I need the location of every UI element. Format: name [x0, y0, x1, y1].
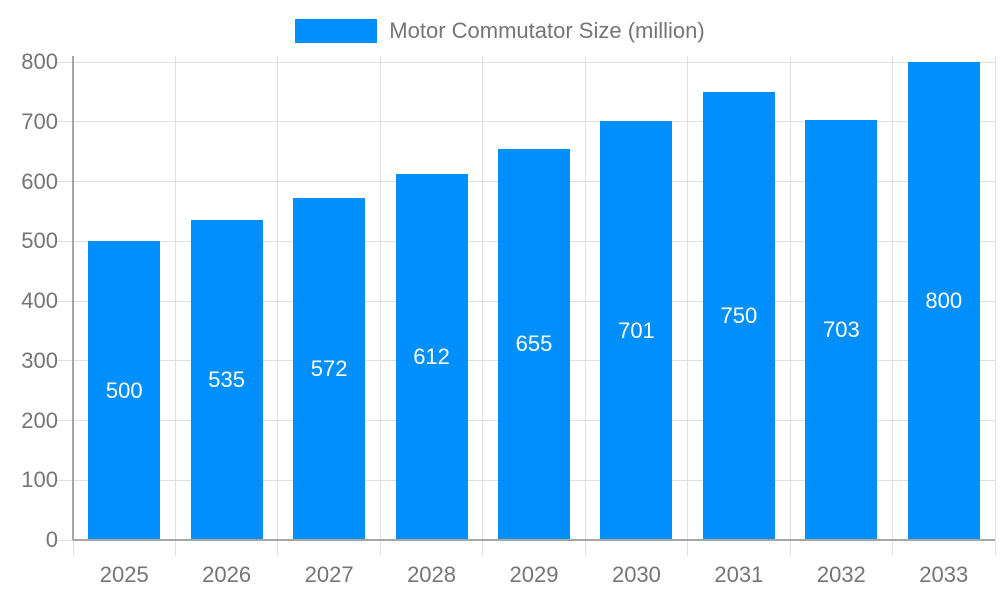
h-gridline: [55, 61, 995, 63]
bar-value-label: 572: [310, 356, 348, 382]
y-tick-label: 500: [21, 228, 58, 254]
x-tick-label: 2028: [407, 562, 457, 587]
y-tick-label: 600: [21, 168, 58, 194]
bar[interactable]: [88, 241, 161, 540]
bar[interactable]: [907, 62, 980, 540]
bar[interactable]: [498, 148, 570, 540]
v-gridline: [994, 56, 996, 556]
bar-value-label: 612: [413, 344, 450, 370]
y-axis-line: [72, 56, 74, 540]
y-tick-label: 0: [45, 527, 58, 552]
y-tick-label: 800: [21, 49, 58, 74]
x-tick-label: 2029: [509, 562, 559, 587]
v-gridline: [892, 56, 894, 556]
y-tick-label: 300: [21, 347, 58, 373]
bar-value-label: 701: [618, 317, 655, 343]
x-tick-label: 2025: [99, 562, 149, 587]
y-tick-label: 200: [21, 407, 58, 433]
bar[interactable]: [805, 119, 878, 540]
legend-item[interactable]: Motor Commutator Size (million): [0, 18, 1000, 43]
x-tick-label: 2031: [714, 562, 764, 587]
bar-value-label: 750: [720, 302, 758, 328]
v-gridline: [174, 56, 176, 556]
bar[interactable]: [702, 91, 775, 540]
legend-swatch: [295, 19, 378, 43]
v-gridline: [789, 56, 791, 556]
h-gridline: [55, 121, 995, 123]
v-gridline: [687, 56, 689, 556]
y-tick-label: 700: [21, 108, 58, 134]
y-tick-label: 100: [21, 467, 58, 493]
bar-value-label: 655: [515, 331, 553, 357]
v-gridline: [482, 56, 484, 556]
bar[interactable]: [293, 198, 366, 540]
v-gridline: [584, 56, 586, 556]
x-tick-label: 2032: [816, 562, 866, 587]
x-axis-line: [73, 539, 995, 541]
bar[interactable]: [600, 121, 673, 540]
y-tick-label: 400: [21, 288, 58, 313]
bar[interactable]: [190, 220, 263, 540]
bar-value-label: 703: [822, 316, 860, 342]
bar-value-label: 535: [208, 367, 246, 393]
x-tick-label: 2027: [304, 562, 354, 587]
x-tick-label: 2030: [611, 562, 661, 587]
v-gridline: [277, 56, 279, 556]
v-gridline: [379, 56, 381, 556]
legend-label: Motor Commutator Size (million): [389, 18, 705, 43]
x-tick-label: 2026: [202, 562, 252, 587]
bar-value-label: 500: [105, 377, 143, 403]
bar-value-label: 800: [925, 288, 963, 313]
bar[interactable]: [395, 174, 468, 540]
x-tick-label: 2033: [919, 562, 969, 587]
